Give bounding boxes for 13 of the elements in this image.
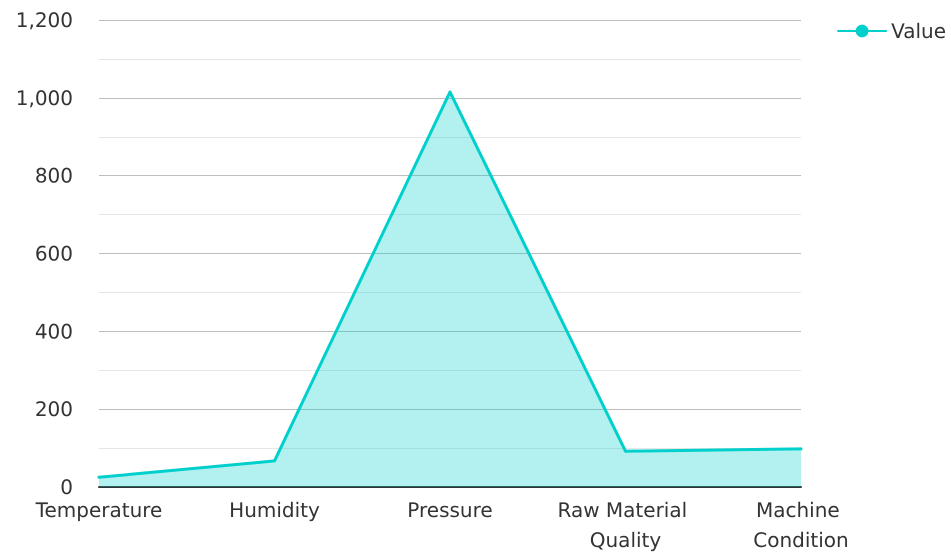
y-tick-label: 0 <box>60 475 73 499</box>
x-tick-label: Machine Condition <box>753 498 849 552</box>
y-tick-label: 1,000 <box>16 86 73 110</box>
y-tick-label: 800 <box>34 164 73 188</box>
y-tick-label: 600 <box>34 242 73 266</box>
x-tick-label: Humidity <box>229 498 320 522</box>
y-tick-label: 400 <box>34 319 73 344</box>
x-tick-label: Pressure <box>407 498 493 522</box>
x-tick-label: Raw Material Quality <box>557 498 694 552</box>
x-tick-label: Temperature <box>34 498 162 522</box>
y-tick-label: 200 <box>34 397 73 422</box>
y-tick-label: 1,200 <box>16 8 73 32</box>
legend-label: Value <box>891 19 946 43</box>
